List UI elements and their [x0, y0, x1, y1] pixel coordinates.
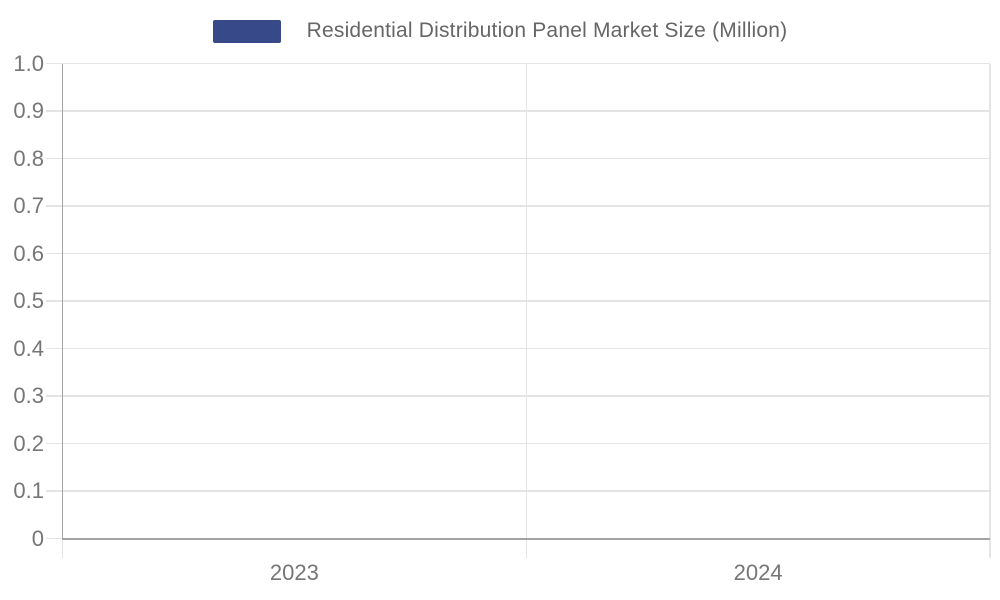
y-axis-label: 0 — [31, 525, 44, 551]
y-gridline — [45, 300, 990, 302]
x-axis-label: 2023 — [269, 560, 319, 585]
x-axis-line — [61, 537, 990, 540]
y-gridline — [45, 157, 990, 160]
y-gridline — [45, 490, 990, 492]
y-gridline — [45, 205, 990, 207]
x-axis-tick — [989, 538, 991, 558]
x-axis-tick — [61, 538, 64, 558]
y-axis-label: 0.4 — [13, 335, 44, 361]
y-axis-label: 0.1 — [13, 478, 44, 503]
y-axis-label: 0.6 — [13, 240, 44, 266]
legend-label: Residential Distribution Panel Market Si… — [306, 19, 788, 42]
y-axis-line — [61, 63, 64, 539]
x-axis-label: 2024 — [733, 560, 783, 585]
y-gridline — [45, 347, 990, 350]
legend[interactable]: Residential Distribution Panel Market Si… — [0, 19, 1000, 43]
y-axis-label: 0.5 — [13, 288, 44, 313]
y-axis-label: 0.3 — [13, 383, 44, 408]
x-axis-tick — [525, 538, 527, 558]
y-axis-label: 0.7 — [13, 193, 44, 218]
y-axis-label: 0.9 — [13, 98, 44, 123]
y-axis-label: 0.2 — [13, 430, 44, 456]
x-gridline — [525, 63, 527, 539]
y-gridline — [45, 252, 990, 255]
y-gridline — [45, 110, 990, 112]
y-axis-label: 0.8 — [13, 145, 44, 171]
y-axis-label: 1.0 — [13, 50, 44, 76]
y-gridline — [45, 62, 990, 65]
legend-swatch — [212, 19, 281, 43]
x-gridline — [989, 63, 991, 539]
y-gridline — [45, 395, 990, 397]
y-gridline — [45, 442, 990, 445]
